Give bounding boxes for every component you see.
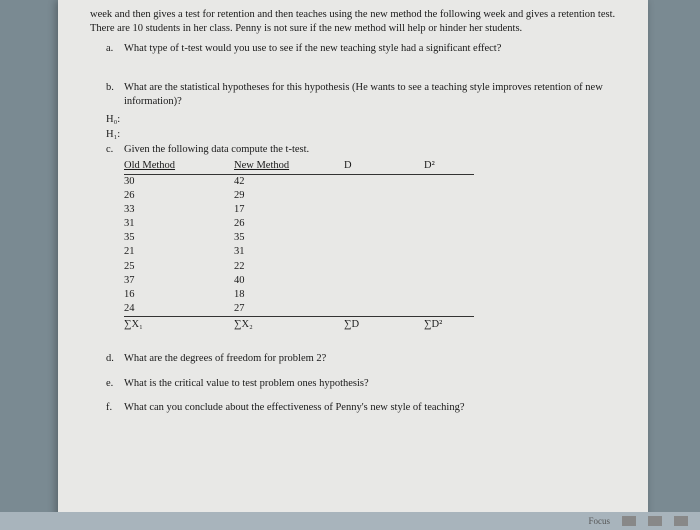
table-row: 2522 (124, 260, 474, 274)
question-a: a. What type of t-test would you use to … (106, 42, 616, 56)
question-c: c. Given the following data compute the … (106, 143, 616, 157)
table-body: 3042 2629 3317 3126 3535 2131 2522 3740 … (124, 174, 474, 332)
question-c-text: Given the following data compute the t-t… (124, 143, 616, 157)
question-a-label: a. (106, 42, 124, 56)
table-row: 3535 (124, 231, 474, 245)
question-c-label: c. (106, 143, 124, 157)
question-f-label: f. (106, 401, 124, 415)
header-old-method: Old Method (124, 159, 234, 174)
table-sum-row: ∑X₁ ∑X₂ ∑D ∑D² (124, 317, 474, 333)
view-icon-3[interactable] (674, 516, 688, 526)
data-table: Old Method New Method D D² 3042 2629 331… (124, 159, 474, 332)
status-bar: Focus (0, 512, 700, 530)
question-e: e. What is the critical value to test pr… (106, 377, 616, 391)
sum-x2: ∑X₂ (234, 317, 344, 333)
table-row: 2629 (124, 189, 474, 203)
hypothesis-h1: H₁: (106, 128, 616, 142)
question-d: d. What are the degrees of freedom for p… (106, 352, 616, 366)
question-e-text: What is the critical value to test probl… (124, 377, 616, 391)
question-a-text: What type of t-test would you use to see… (124, 42, 616, 56)
question-b-label: b. (106, 81, 124, 109)
question-b: b. What are the statistical hypotheses f… (106, 81, 616, 109)
table-row: 1618 (124, 288, 474, 302)
question-b-text: What are the statistical hypotheses for … (124, 81, 616, 109)
question-d-label: d. (106, 352, 124, 366)
table-header-row: Old Method New Method D D² (124, 159, 474, 174)
table-row: 2131 (124, 245, 474, 259)
header-d: D (344, 159, 424, 174)
table-row: 3317 (124, 203, 474, 217)
sum-d2: ∑D² (424, 317, 474, 333)
focus-label[interactable]: Focus (588, 516, 610, 526)
question-d-text: What are the degrees of freedom for prob… (124, 352, 616, 366)
table-row: 3740 (124, 274, 474, 288)
table-row: 3126 (124, 217, 474, 231)
document-page: week and then gives a test for retention… (58, 0, 648, 520)
sum-x1: ∑X₁ (124, 317, 234, 333)
header-d2: D² (424, 159, 474, 174)
question-e-label: e. (106, 377, 124, 391)
table-row: 2427 (124, 302, 474, 317)
data-table-container: Old Method New Method D D² 3042 2629 331… (124, 159, 616, 332)
view-icon-2[interactable] (648, 516, 662, 526)
hypothesis-h0: H₀: (106, 113, 616, 127)
view-icon-1[interactable] (622, 516, 636, 526)
question-f-text: What can you conclude about the effectiv… (124, 401, 616, 415)
spacer (90, 61, 616, 81)
table-row: 3042 (124, 174, 474, 189)
header-new-method: New Method (234, 159, 344, 174)
spacer (90, 332, 616, 352)
intro-paragraph: week and then gives a test for retention… (90, 8, 616, 36)
sum-d: ∑D (344, 317, 424, 333)
question-f: f. What can you conclude about the effec… (106, 401, 616, 415)
